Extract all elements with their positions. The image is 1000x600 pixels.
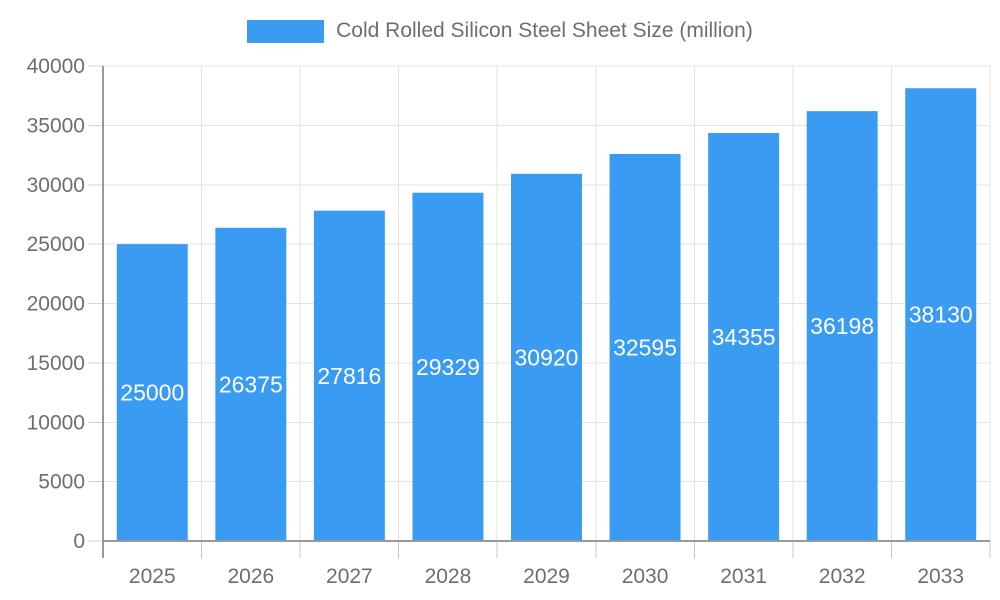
y-axis-label: 20000 [27,293,85,316]
y-axis-label: 10000 [27,411,85,434]
bar-2033[interactable] [905,88,977,542]
bar-value-label: 38130 [909,302,973,328]
bar-2031[interactable] [708,133,780,542]
bar-2028[interactable] [412,192,484,541]
x-axis-label: 2031 [720,565,767,588]
y-axis-label: 35000 [27,114,85,137]
y-axis-label: 15000 [27,352,85,375]
bar-value-label: 25000 [120,380,184,406]
bar-value-label: 36198 [810,313,874,339]
bar-value-label: 30920 [515,344,579,370]
y-axis-label: 25000 [27,233,85,256]
bar-2032[interactable] [806,111,878,542]
bar-2029[interactable] [511,173,582,541]
bar-value-label: 29329 [416,354,480,380]
bar-2027[interactable] [313,210,385,541]
x-axis-label: 2029 [523,565,570,588]
y-axis-label: 0 [73,530,85,553]
x-axis-label: 2027 [326,565,373,588]
x-axis-label: 2032 [819,565,866,588]
y-axis-label: 40000 [27,55,85,78]
legend[interactable]: Cold Rolled Silicon Steel Sheet Size (mi… [0,19,1000,43]
bar-value-label: 32595 [613,334,677,360]
legend-label: Cold Rolled Silicon Steel Sheet Size (mi… [336,19,753,42]
y-axis-label: 5000 [38,471,85,494]
x-axis-label: 2030 [622,565,669,588]
bar-2030[interactable] [609,153,681,541]
bar-2026[interactable] [215,227,287,541]
x-axis-label: 2026 [227,565,274,588]
legend-swatch [247,19,325,43]
bar-value-label: 27816 [317,363,381,389]
x-axis-label: 2028 [425,565,472,588]
x-axis-label: 2025 [129,565,176,588]
bar-2025[interactable] [116,244,188,541]
bar-value-label: 34355 [712,324,776,350]
y-axis-label: 30000 [27,174,85,197]
x-axis-label: 2033 [917,565,964,588]
bar-value-label: 26375 [219,371,283,397]
